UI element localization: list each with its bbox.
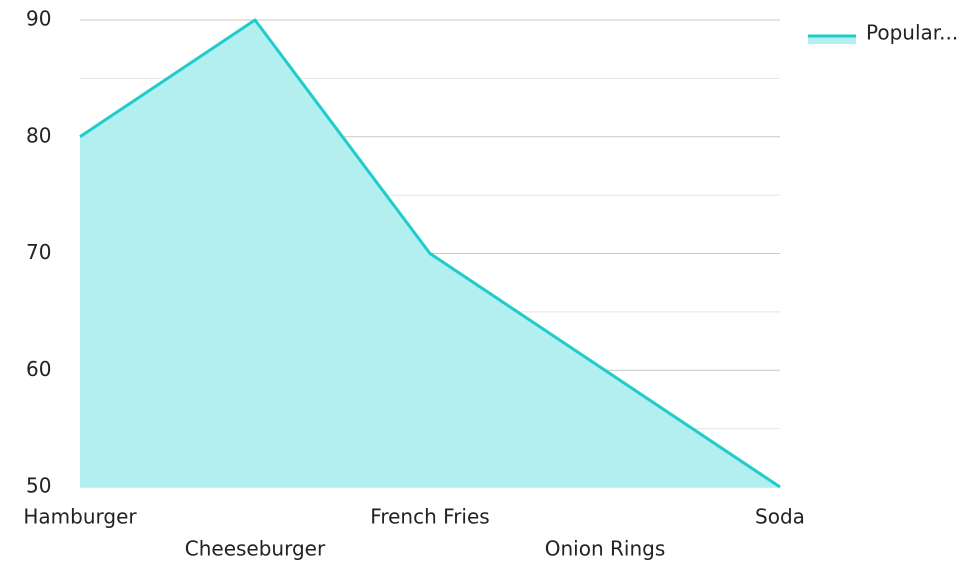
- y-tick-label: 90: [26, 7, 51, 31]
- x-tick-label: Onion Rings: [545, 537, 666, 561]
- y-tick-label: 60: [26, 357, 51, 381]
- x-tick-label: Soda: [755, 505, 805, 529]
- x-tick-label: Hamburger: [23, 505, 137, 529]
- y-tick-label: 70: [26, 240, 51, 264]
- legend-label: Popular...: [866, 21, 958, 45]
- legend-swatch: [808, 36, 856, 44]
- y-tick-label: 50: [26, 474, 51, 498]
- y-tick-label: 80: [26, 123, 51, 147]
- x-tick-label: Cheeseburger: [185, 537, 326, 561]
- x-tick-label: French Fries: [370, 505, 489, 529]
- area-line: [79, 18, 781, 489]
